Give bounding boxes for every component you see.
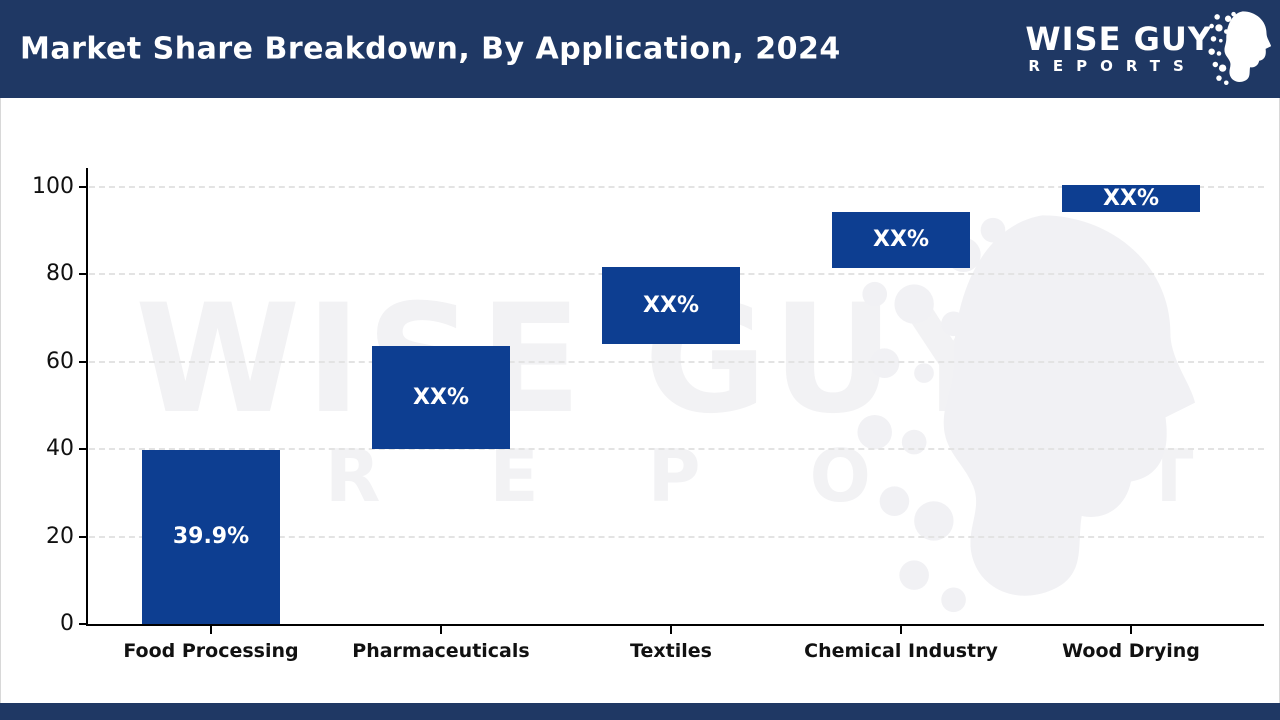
logo-secondary-text: REPORTS — [1028, 56, 1197, 75]
x-axis-category-label: Chemical Industry — [804, 640, 998, 662]
y-axis-tick — [79, 623, 87, 625]
x-axis-tick — [1130, 626, 1132, 634]
x-axis-tick — [440, 626, 442, 634]
logo-text: WISE GUY REPORTS — [1025, 23, 1212, 74]
x-axis-line — [86, 624, 1264, 626]
bar-food-processing: 39.9% — [142, 449, 280, 624]
page-title: Market Share Breakdown, By Application, … — [20, 31, 841, 67]
bar-pharmaceuticals: XX% — [372, 346, 510, 450]
y-axis-tick-label: 40 — [46, 436, 74, 462]
bar-value-label: 39.9% — [172, 523, 250, 549]
y-axis-tick-label: 100 — [32, 174, 74, 199]
footer-bar — [0, 703, 1280, 720]
gridline — [89, 186, 1264, 188]
y-axis-line — [86, 168, 88, 626]
x-axis-category-label: Pharmaceuticals — [352, 640, 530, 662]
y-axis-tick — [79, 448, 87, 451]
y-axis-tick-label: 80 — [46, 261, 74, 287]
x-axis-category-label: Food Processing — [123, 640, 299, 662]
bar-value-label: XX% — [1103, 185, 1159, 211]
bar-value-label: XX% — [643, 292, 699, 318]
logo-primary-text: WISE GUY — [1025, 19, 1212, 58]
x-axis-tick — [210, 626, 212, 634]
y-axis-tick-label: 60 — [46, 348, 74, 374]
header-bar: Market Share Breakdown, By Application, … — [0, 0, 1280, 98]
x-axis-category-label: Textiles — [630, 640, 712, 662]
dotted-head-icon — [1208, 11, 1272, 86]
y-axis-tick-label: 0 — [60, 611, 74, 636]
bar-value-label: XX% — [873, 227, 929, 253]
x-axis-tick — [900, 626, 902, 634]
bar-value-label: XX% — [413, 384, 469, 410]
wise-guy-reports-logo: WISE GUY REPORTS — [1025, 8, 1272, 88]
y-axis-tick — [79, 186, 87, 188]
gridline — [89, 535, 1264, 538]
x-axis-tick — [670, 626, 672, 634]
gridline — [89, 448, 1264, 451]
x-axis-category-label: Wood Drying — [1062, 640, 1200, 662]
gridline — [89, 360, 1264, 363]
y-axis-tick-label: 20 — [46, 523, 74, 549]
bar-wood-drying: XX% — [1062, 185, 1200, 213]
y-axis-tick — [79, 360, 87, 363]
bar-textiles: XX% — [602, 267, 740, 345]
y-axis-tick — [79, 535, 87, 538]
watermark-primary-text: WISE GUY — [135, 273, 1013, 447]
bar-chemical-industry: XX% — [832, 212, 970, 268]
y-axis-tick — [79, 273, 87, 276]
